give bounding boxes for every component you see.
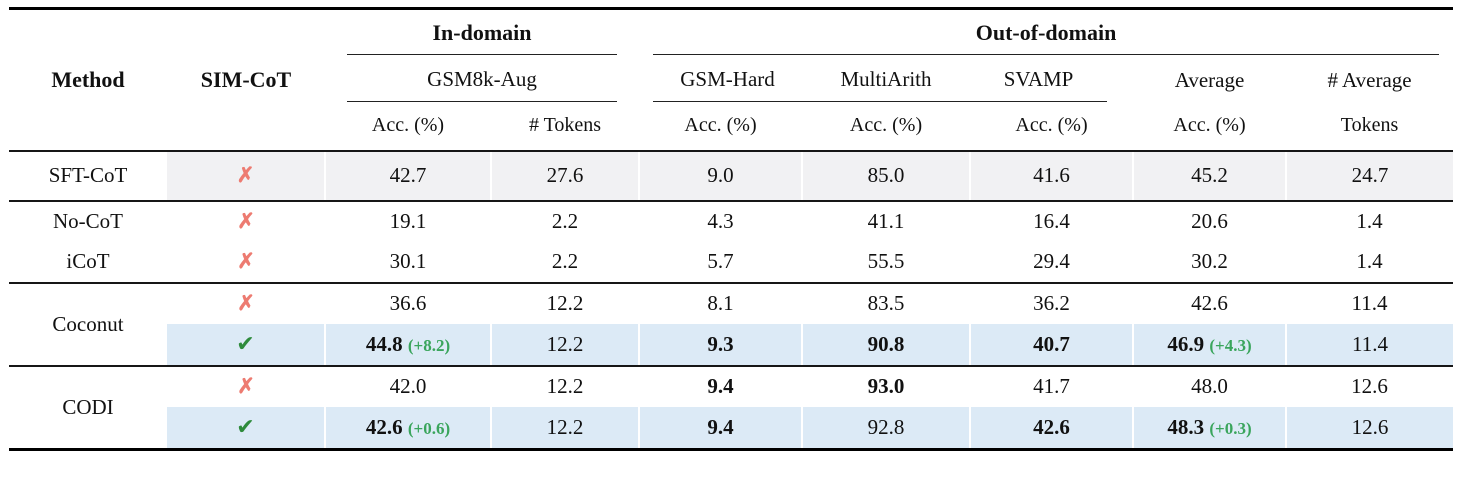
table-row-coconut-base: Coconut ✗ 36.6 12.2 8.1 83.5 36.2 42.6 1… xyxy=(9,283,1453,367)
col-header-sim-cot: SIM-CoT xyxy=(167,10,325,152)
cell: 2.2 xyxy=(551,209,579,233)
metric-header-acc-gsm8k: Acc. (%) xyxy=(325,102,491,152)
metric-header-acc-average: Acc. (%) xyxy=(1133,102,1287,152)
cross-icon: ✗ xyxy=(237,249,255,273)
cell: 41.7 xyxy=(1033,374,1070,398)
cell: 44.8 (+8.2) xyxy=(324,324,491,367)
svamp-label: SVAMP xyxy=(1003,67,1074,91)
table-row-no-cot: No-CoT ✗ 19.1 2.2 4.3 41.1 16.4 20.6 1.4 xyxy=(9,201,1453,242)
cell: 30.2 xyxy=(1133,242,1287,284)
cell: 11.4 xyxy=(1285,324,1454,367)
cell: 85.0 xyxy=(801,151,971,202)
cell: 42.6 xyxy=(1191,291,1228,315)
col-header-gsm8k-aug: GSM8k-Aug xyxy=(325,55,639,102)
cell: 27.6 xyxy=(489,151,640,202)
cross-icon: ✗ xyxy=(237,209,255,233)
cross-icon: ✗ xyxy=(236,163,255,187)
cell: 92.8 xyxy=(801,407,971,448)
col-header-method: Method xyxy=(9,10,167,152)
cross-icon: ✗ xyxy=(237,374,255,398)
check-icon: ✔ xyxy=(236,414,255,439)
cross-icon: ✗ xyxy=(237,291,255,315)
col-header-svamp: SVAMP xyxy=(970,55,1133,102)
in-domain-label: In-domain xyxy=(347,20,618,55)
cell: 12.6 xyxy=(1285,407,1454,448)
metric-header-num-tokens: # Tokens xyxy=(491,102,640,152)
delta-badge: (+8.2) xyxy=(407,335,451,355)
cell: 55.5 xyxy=(802,242,971,284)
cell: 12.2 xyxy=(489,324,640,367)
group-header-in-domain: In-domain xyxy=(325,10,639,55)
cell: 5.7 xyxy=(639,242,803,284)
cell: 12.6 xyxy=(1351,374,1388,398)
cell: 24.7 xyxy=(1285,151,1454,202)
cell: 36.6 xyxy=(389,291,427,315)
method-label: SFT-CoT xyxy=(9,151,167,202)
cell: 42.6 (+0.6) xyxy=(324,407,491,448)
method-label: No-CoT xyxy=(9,201,167,242)
cell: 12.2 xyxy=(546,291,584,315)
cell: 11.4 xyxy=(1351,291,1388,315)
cell: 1.4 xyxy=(1286,242,1454,284)
check-icon: ✔ xyxy=(236,331,255,356)
table-row-icot: iCoT ✗ 30.1 2.2 5.7 55.5 29.4 30.2 1.4 xyxy=(9,242,1454,284)
delta-badge: (+0.3) xyxy=(1209,418,1252,438)
method-label: CODI xyxy=(9,366,167,448)
method-label: Coconut xyxy=(9,283,167,367)
multiarith-label: MultiArith xyxy=(840,67,932,91)
cell: 48.3 (+0.3) xyxy=(1132,407,1287,448)
cell: 19.1 xyxy=(389,209,427,233)
cell: 41.1 xyxy=(867,209,905,233)
cell: 12.2 xyxy=(489,407,640,448)
results-table: Method SIM-CoT In-domain Out-of-domain G… xyxy=(9,10,1454,448)
cell: 45.2 xyxy=(1132,151,1287,202)
cell: 29.4 xyxy=(970,242,1134,284)
metric-header-acc-gsm-hard: Acc. (%) xyxy=(639,102,803,152)
cell: 41.6 xyxy=(969,151,1134,202)
cell: 48.0 xyxy=(1191,374,1228,398)
metric-header-acc-svamp: Acc. (%) xyxy=(970,102,1134,152)
cell: 16.4 xyxy=(1033,209,1070,233)
out-of-domain-label: Out-of-domain xyxy=(653,20,1440,55)
cell: 42.0 xyxy=(389,374,427,398)
delta-badge: (+0.6) xyxy=(407,418,451,438)
group-header-out-of-domain: Out-of-domain xyxy=(639,10,1453,55)
cell: 12.2 xyxy=(546,374,584,398)
cell: 9.0 xyxy=(638,151,803,202)
col-header-gsm-hard: GSM-Hard xyxy=(639,55,803,102)
cell: 1.4 xyxy=(1356,209,1383,233)
gsm8k-aug-label: GSM8k-Aug xyxy=(427,67,537,91)
cell: 9.4 xyxy=(707,374,734,398)
cell: 20.6 xyxy=(1191,209,1228,233)
col-header-multiarith: MultiArith xyxy=(802,55,971,102)
method-label: iCoT xyxy=(9,242,167,284)
cell: 40.7 xyxy=(969,324,1134,367)
delta-badge: (+4.3) xyxy=(1209,335,1252,355)
metric-header-tokens: Tokens xyxy=(1286,102,1454,152)
average-label: Average xyxy=(1174,67,1245,92)
col-header-average: Average xyxy=(1133,55,1286,102)
cell: 8.1 xyxy=(707,291,734,315)
results-table-frame: Method SIM-CoT In-domain Out-of-domain G… xyxy=(9,7,1454,451)
metric-header-acc-multiarith: Acc. (%) xyxy=(802,102,971,152)
cell: 46.9 (+4.3) xyxy=(1132,324,1287,367)
num-average-label: # Average xyxy=(1327,67,1412,92)
table-row-sft-cot: SFT-CoT ✗ 42.7 27.6 9.0 85.0 41.6 45.2 2… xyxy=(9,151,1454,202)
col-header-num-average: # Average xyxy=(1286,55,1453,102)
gsm-hard-label: GSM-Hard xyxy=(680,67,775,91)
table-row-codi-sim-cot: ✔ 42.6 (+0.6) 12.2 9.4 92.8 42.6 48.3 (+… xyxy=(9,407,1454,448)
cell: 42.6 xyxy=(969,407,1134,448)
cell: 83.5 xyxy=(867,291,905,315)
cell: 30.1 xyxy=(325,242,491,284)
cell: 2.2 xyxy=(491,242,640,284)
cell: 93.0 xyxy=(867,374,905,398)
cell: 9.4 xyxy=(638,407,803,448)
table-row-codi-base: CODI ✗ 42.0 12.2 9.4 93.0 41.7 48.0 12.6 xyxy=(9,366,1453,448)
cell: 36.2 xyxy=(1033,291,1070,315)
cell: 42.7 xyxy=(324,151,491,202)
cell: 4.3 xyxy=(707,209,734,233)
table-row-coconut-sim-cot: ✔ 44.8 (+8.2) 12.2 9.3 90.8 40.7 46.9 (+… xyxy=(9,324,1454,367)
cell: 9.3 xyxy=(638,324,803,367)
cell: 90.8 xyxy=(801,324,971,367)
